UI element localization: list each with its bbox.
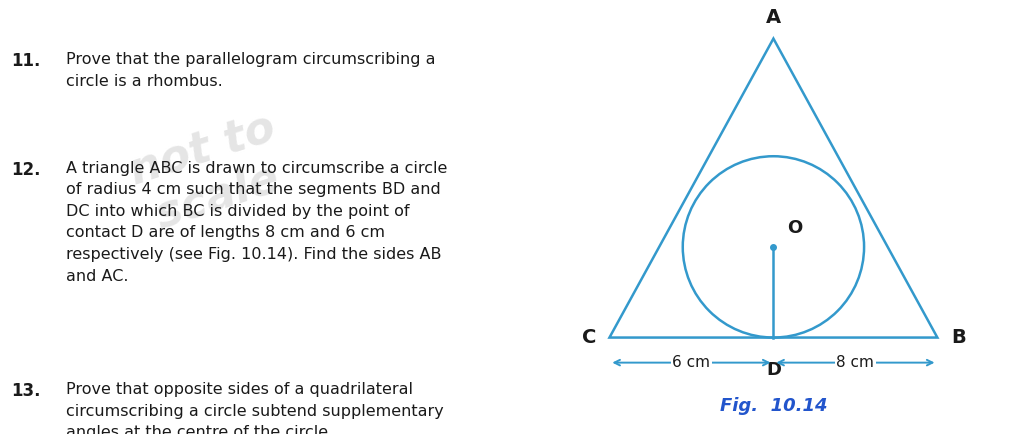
Text: B: B [951,328,966,347]
Text: 8 cm: 8 cm [837,355,874,370]
Text: A triangle ABC is drawn to circumscribe a circle
of radius 4 cm such that the se: A triangle ABC is drawn to circumscribe … [67,161,447,283]
Text: A: A [766,8,781,27]
Text: 12.: 12. [11,161,41,178]
Text: 13.: 13. [11,382,41,400]
Text: Prove that the parallelogram circumscribing a
circle is a rhombus.: Prove that the parallelogram circumscrib… [67,52,436,89]
Text: C: C [582,328,596,347]
Text: 11.: 11. [11,52,40,70]
Text: Prove that opposite sides of a quadrilateral
circumscribing a circle subtend sup: Prove that opposite sides of a quadrilat… [67,382,444,434]
Text: 6 cm: 6 cm [673,355,711,370]
Text: Fig.  10.14: Fig. 10.14 [720,398,827,415]
Text: not to
scale: not to scale [124,106,296,241]
Text: D: D [766,361,781,379]
Text: O: O [786,219,802,237]
